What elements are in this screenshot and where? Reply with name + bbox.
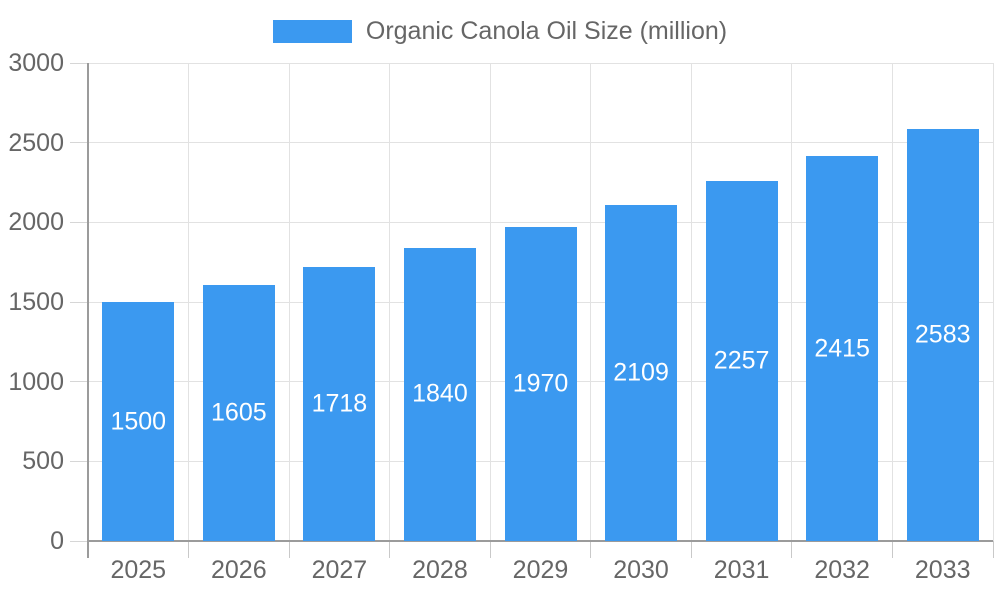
y-axis-label: 500 [22, 447, 64, 476]
y-axis-tick [70, 540, 88, 542]
x-axis-label: 2031 [713, 556, 770, 584]
bar-2030[interactable]: 2109 [605, 204, 678, 541]
bar-value-label: 1840 [412, 379, 468, 408]
gridline-horizontal [88, 62, 993, 64]
bar-value-label: 2415 [814, 334, 870, 363]
y-axis-label: 1000 [8, 367, 64, 396]
bar-2027[interactable]: 1718 [303, 267, 376, 541]
legend-swatch [272, 20, 352, 43]
y-axis-tick [70, 460, 88, 462]
y-axis-tick [70, 62, 88, 64]
bar-2029[interactable]: 1970 [504, 227, 577, 541]
y-axis-line [87, 63, 89, 558]
x-axis-tick [590, 541, 592, 558]
x-axis-label: 2027 [311, 556, 368, 584]
y-axis-label: 2500 [8, 128, 64, 157]
y-axis-label: 0 [50, 527, 64, 555]
x-axis-label: 2025 [110, 556, 167, 584]
x-axis-tick [188, 541, 190, 558]
bar-value-label: 1605 [211, 398, 267, 427]
x-axis-label: 2032 [814, 556, 870, 584]
y-axis-tick [70, 142, 88, 144]
gridline-vertical [288, 63, 290, 541]
bar-value-label: 1718 [311, 389, 368, 418]
x-axis-tick [288, 541, 290, 558]
legend[interactable]: Organic Canola Oil Size (million) [0, 17, 1000, 45]
x-axis-line [88, 540, 993, 542]
gridline-vertical [791, 63, 793, 541]
gridline-horizontal [88, 221, 993, 223]
y-axis-label: 2000 [8, 208, 64, 237]
gridline-vertical [891, 63, 893, 541]
y-axis-tick [70, 301, 88, 303]
bar-2033[interactable]: 2583 [906, 129, 979, 541]
x-axis-label: 2033 [914, 556, 971, 584]
gridline-vertical [590, 63, 592, 541]
y-axis-label: 1500 [8, 288, 64, 316]
y-axis-label: 3000 [8, 49, 64, 77]
gridline-vertical [389, 63, 391, 541]
legend-label: Organic Canola Oil Size (million) [365, 17, 728, 45]
x-axis-label: 2026 [211, 556, 267, 584]
x-axis-tick [690, 541, 692, 558]
bar-2028[interactable]: 1840 [403, 247, 476, 541]
x-axis-tick [489, 541, 491, 558]
x-axis-tick [389, 541, 391, 558]
bar-value-label: 2109 [613, 358, 669, 387]
bar-2032[interactable]: 2415 [806, 156, 879, 541]
gridline-vertical [188, 63, 190, 541]
bar-value-label: 2257 [713, 346, 770, 375]
y-axis-tick [70, 221, 88, 223]
x-axis-label: 2029 [512, 556, 569, 584]
x-axis-tick [992, 541, 994, 558]
gridline-horizontal [88, 142, 993, 144]
bar-value-label: 1500 [110, 407, 167, 435]
bar-value-label: 1970 [512, 369, 569, 398]
gridline-vertical [489, 63, 491, 541]
gridline-vertical [992, 63, 994, 541]
bar-2031[interactable]: 2257 [705, 181, 778, 541]
x-axis-label: 2030 [613, 556, 669, 584]
gridline-vertical [690, 63, 692, 541]
bar-value-label: 2583 [914, 320, 971, 349]
x-axis-tick [791, 541, 793, 558]
y-axis-tick [70, 381, 88, 383]
x-axis-label: 2028 [412, 556, 468, 584]
bar-2025[interactable]: 1500 [102, 302, 175, 541]
x-axis-tick [891, 541, 893, 558]
bar-2026[interactable]: 1605 [202, 285, 275, 541]
